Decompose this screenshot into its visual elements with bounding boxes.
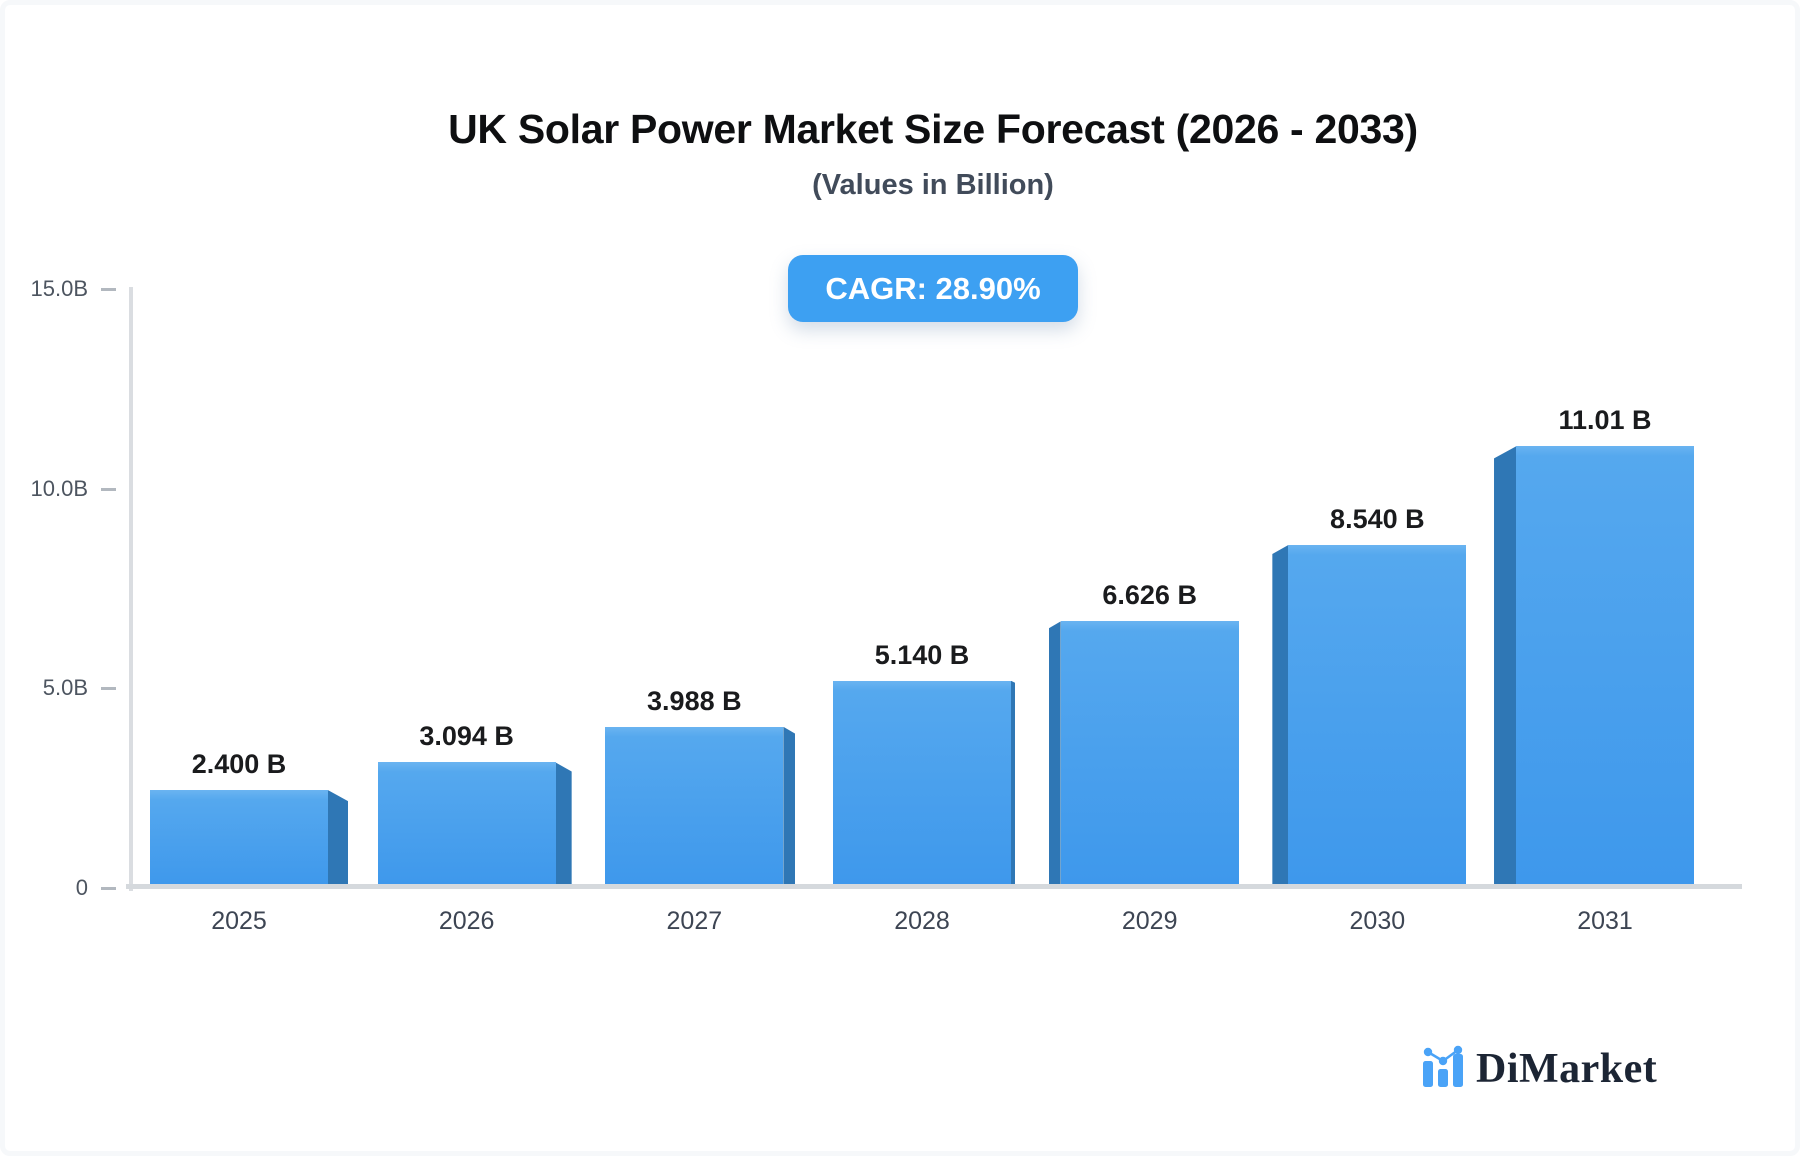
bar-value-label-2026: 3.094 B bbox=[419, 721, 514, 752]
mini-bar-chart-logo-icon bbox=[1423, 1045, 1463, 1087]
bar-2027 bbox=[605, 726, 784, 886]
y-axis-tick-label: 5.0B bbox=[42, 675, 88, 701]
cagr-badge-row: CAGR: 28.90% bbox=[413, 255, 1453, 322]
x-axis-label-2026: 2026 bbox=[438, 907, 495, 935]
x-axis-label-2029: 2029 bbox=[1121, 907, 1178, 935]
y-axis-tick bbox=[101, 887, 116, 890]
bar-side-2028 bbox=[1011, 680, 1015, 886]
x-axis-label-2027: 2027 bbox=[666, 907, 723, 935]
bar-value-label-2029: 6.626 B bbox=[1102, 580, 1197, 611]
y-axis-tick bbox=[101, 288, 116, 291]
y-axis-tick-label: 15.0B bbox=[30, 276, 89, 301]
bar-side-2031 bbox=[1494, 446, 1517, 886]
bar-value-label-2031: 11.01 B bbox=[1558, 405, 1652, 436]
x-axis-label-2025: 2025 bbox=[211, 907, 267, 935]
cagr-badge: CAGR: 28.90% bbox=[788, 255, 1078, 322]
x-axis-label-2030: 2030 bbox=[1349, 907, 1406, 935]
y-axis-tick-label: 10.0B bbox=[30, 475, 89, 501]
y-axis-tick-label: 0 bbox=[75, 875, 88, 900]
bar-value-label-2027: 3.988 B bbox=[647, 685, 742, 716]
bar-2026 bbox=[377, 762, 556, 886]
bar-side-2029 bbox=[1048, 621, 1061, 886]
bar-2030 bbox=[1288, 544, 1467, 886]
dimarket-logo-text: DiMarket bbox=[1476, 1046, 1658, 1092]
y-axis-tick bbox=[101, 687, 116, 691]
bar-2028 bbox=[833, 680, 1011, 886]
x-axis-label-2031: 2031 bbox=[1577, 907, 1633, 935]
bar-side-2027 bbox=[783, 726, 796, 886]
bar-side-2025 bbox=[328, 790, 348, 886]
bar-side-2030 bbox=[1272, 544, 1289, 886]
bar-value-label-2028: 5.140 B bbox=[874, 639, 970, 670]
bar-2029 bbox=[1060, 621, 1239, 886]
x-axis-label-2028: 2028 bbox=[894, 907, 950, 935]
chart-title: UK Solar Power Market Size Forecast (202… bbox=[448, 106, 1418, 152]
bar-2031 bbox=[1516, 446, 1695, 886]
bar-side-2026 bbox=[555, 762, 572, 886]
bar-value-label-2030: 8.540 B bbox=[1330, 503, 1425, 534]
x-axis-line bbox=[126, 884, 1742, 889]
y-axis-line bbox=[129, 287, 133, 891]
bar-value-label-2025: 2.400 B bbox=[191, 749, 287, 780]
chart-subtitle: (Values in Billion) bbox=[812, 169, 1054, 201]
y-axis-tick bbox=[101, 487, 116, 491]
bar-2025 bbox=[150, 790, 328, 886]
